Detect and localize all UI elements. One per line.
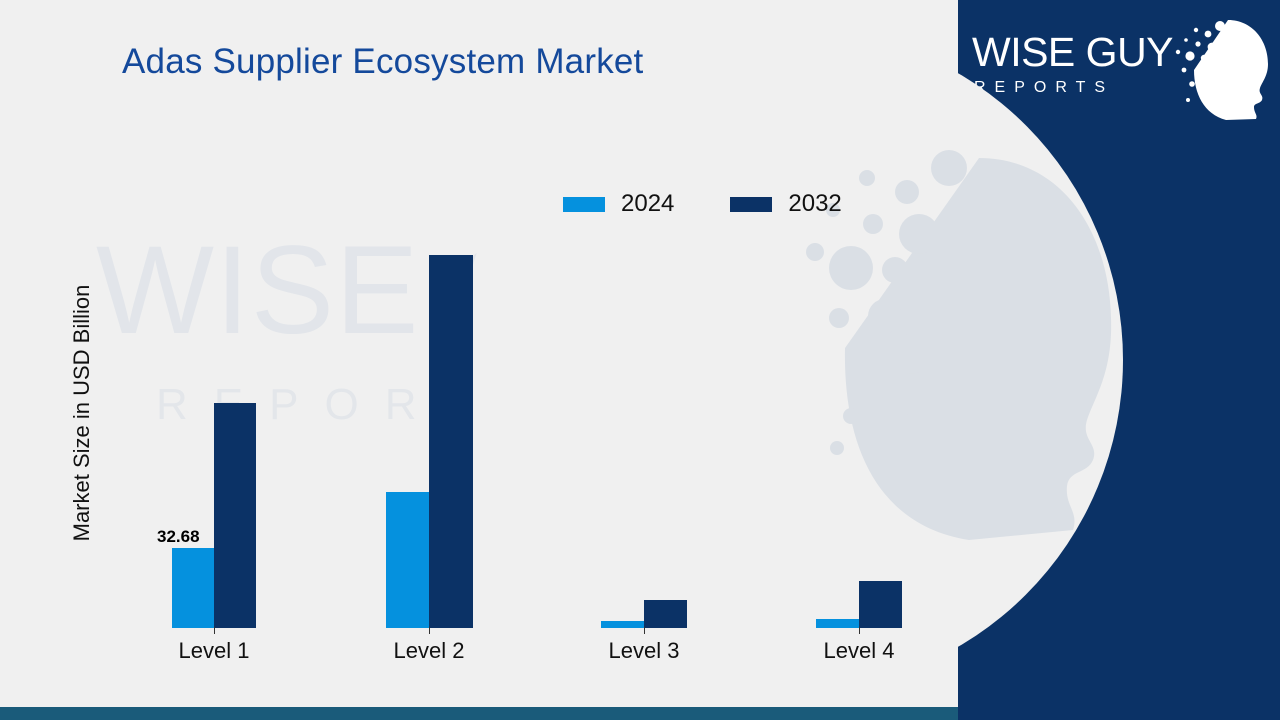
plot-area: 32.68 Level 1 Level 2 Level 3 Level 4 bbox=[157, 255, 902, 663]
bar-2032-level-2[interactable] bbox=[429, 255, 473, 628]
bottom-accent-bar bbox=[0, 707, 958, 720]
bar-2032-level-1[interactable] bbox=[214, 403, 256, 628]
legend-label-2032: 2032 bbox=[788, 190, 842, 217]
page-title: Adas Supplier Ecosystem Market bbox=[122, 42, 644, 81]
brand-wordmark: WISE GUY bbox=[972, 29, 1174, 75]
bar-2032-level-4[interactable] bbox=[859, 581, 902, 628]
data-label-2024-level-1: 32.68 bbox=[157, 527, 200, 546]
dotted-head-icon bbox=[1175, 20, 1268, 120]
tick-level-4 bbox=[859, 627, 860, 634]
bar-2024-level-4[interactable] bbox=[816, 619, 859, 628]
bar-2024-level-1[interactable] bbox=[172, 548, 214, 628]
legend-item-2032[interactable]: 2032 bbox=[730, 190, 842, 217]
chart-legend: 2024 2032 bbox=[563, 192, 842, 216]
category-label-level-4: Level 4 bbox=[823, 638, 895, 663]
legend-item-2024[interactable]: 2024 bbox=[563, 192, 674, 216]
legend-swatch-2024 bbox=[563, 196, 605, 212]
tick-level-1 bbox=[214, 627, 215, 634]
category-label-level-1: Level 1 bbox=[178, 638, 250, 663]
brand-subword: REPORTS bbox=[974, 79, 1115, 96]
legend-swatch-2032 bbox=[730, 196, 773, 212]
bar-2024-level-3[interactable] bbox=[601, 621, 644, 628]
legend-label-2024: 2024 bbox=[621, 190, 675, 217]
dotted-face-watermark-icon bbox=[806, 150, 1112, 540]
bar-2024-level-2[interactable] bbox=[386, 492, 429, 628]
category-label-level-2: Level 2 bbox=[393, 638, 465, 663]
category-label-level-3: Level 3 bbox=[608, 638, 680, 663]
tick-level-2 bbox=[429, 627, 430, 634]
tick-level-3 bbox=[644, 627, 645, 634]
bar-2032-level-3[interactable] bbox=[644, 600, 687, 628]
circle-overlay-decoration bbox=[459, 28, 1123, 692]
